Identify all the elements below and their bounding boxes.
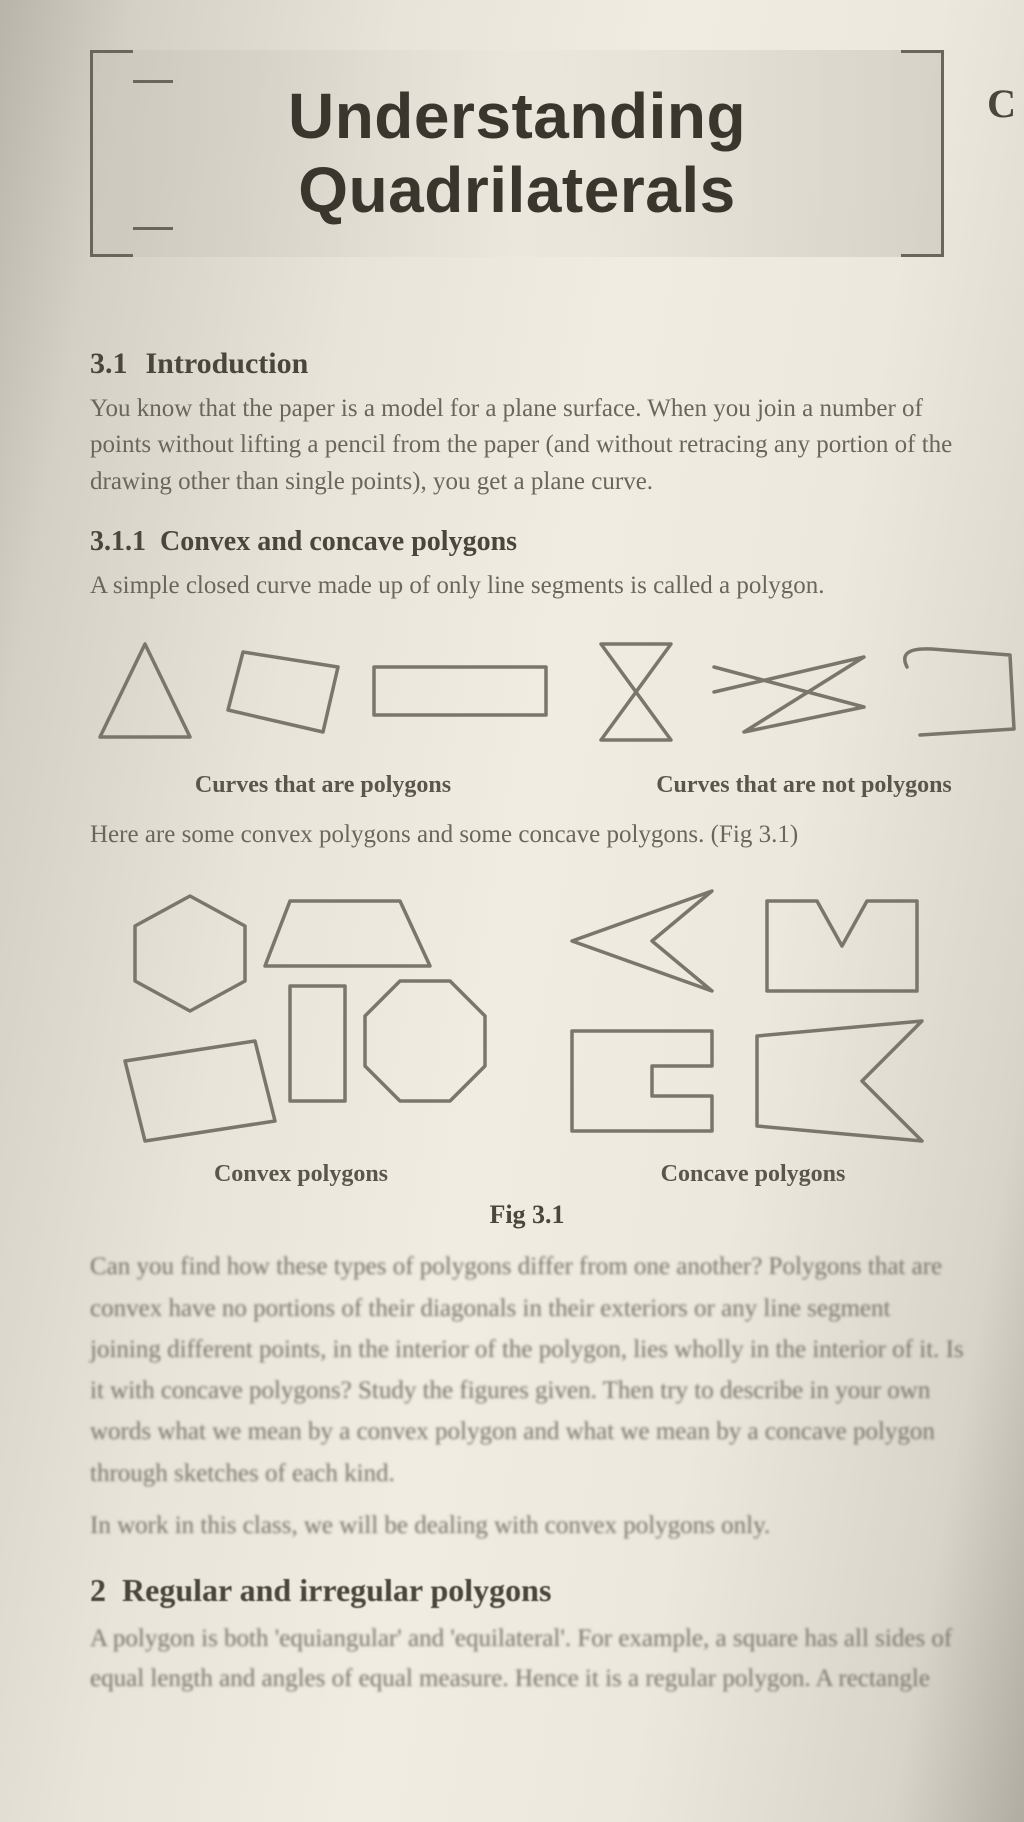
- para-3: In work in this class, we will be dealin…: [90, 1508, 964, 1544]
- section-3-1-1: 3.1.1 Convex and concave polygons A simp…: [90, 526, 964, 1544]
- section-body: You know that the paper is a model for a…: [90, 391, 964, 500]
- concave-column: Concave polygons: [542, 871, 964, 1188]
- section-number: 3.1: [90, 347, 128, 380]
- subsection-number: 3.1.1: [90, 526, 146, 557]
- hourglass-icon: [586, 632, 686, 752]
- para-2: Can you find how these types of polygons…: [90, 1246, 964, 1494]
- section-3-2-title: Regular and irregular polygons: [122, 1572, 551, 1608]
- polygons-shapes: [90, 622, 556, 762]
- chapter-title-box: Understanding Quadrilaterals: [90, 50, 944, 257]
- subsection-title: Convex and concave polygons: [160, 526, 517, 557]
- chapter-title: Understanding Quadrilaterals: [133, 80, 901, 227]
- textbook-page: C Understanding Quadrilaterals 3.1 Intro…: [0, 0, 1024, 1822]
- concave-svg: [542, 871, 962, 1151]
- quadrilateral-icon: [218, 632, 348, 752]
- section-title: Introduction: [146, 347, 309, 380]
- title-line-1: Understanding: [288, 80, 746, 152]
- not-polygons-shapes: [586, 622, 1022, 762]
- convex-shapes: [90, 871, 512, 1151]
- polygons-column: Curves that are polygons: [90, 622, 556, 799]
- figure-row-1: Curves that are polygons Curves that are…: [90, 622, 964, 799]
- convex-svg: [90, 871, 510, 1151]
- open-curve-icon: [892, 637, 1022, 747]
- rectangle-icon: [366, 647, 556, 737]
- caption-polygons: Curves that are polygons: [90, 772, 556, 799]
- mid-text: Here are some convex polygons and some c…: [90, 817, 964, 853]
- section-3-2-number: 2: [90, 1572, 106, 1608]
- not-polygons-column: Curves that are not polygons: [586, 622, 1022, 799]
- triangle-icon: [90, 632, 200, 752]
- figure-row-2: Convex polygons Concave polygons: [90, 871, 964, 1188]
- concave-shapes: [542, 871, 964, 1151]
- convex-column: Convex polygons: [90, 871, 512, 1188]
- subsection-body: A simple closed curve made up of only li…: [90, 568, 964, 604]
- margin-letter: C: [987, 80, 1016, 127]
- section-3-1: 3.1 Introduction You know that the paper…: [90, 347, 964, 500]
- title-line-2: Quadrilaterals: [298, 154, 735, 226]
- caption-convex: Convex polygons: [90, 1161, 512, 1188]
- section-3-2-heading: 2 Regular and irregular polygons: [90, 1572, 964, 1609]
- caption-concave: Concave polygons: [542, 1161, 964, 1188]
- figure-label: Fig 3.1: [90, 1200, 964, 1230]
- section-3-2-body: A polygon is both 'equiangular' and 'equ…: [90, 1619, 964, 1699]
- caption-not-polygons: Curves that are not polygons: [586, 772, 1022, 799]
- subsection-heading: 3.1.1 Convex and concave polygons: [90, 526, 964, 558]
- self-intersecting-icon: [704, 637, 874, 747]
